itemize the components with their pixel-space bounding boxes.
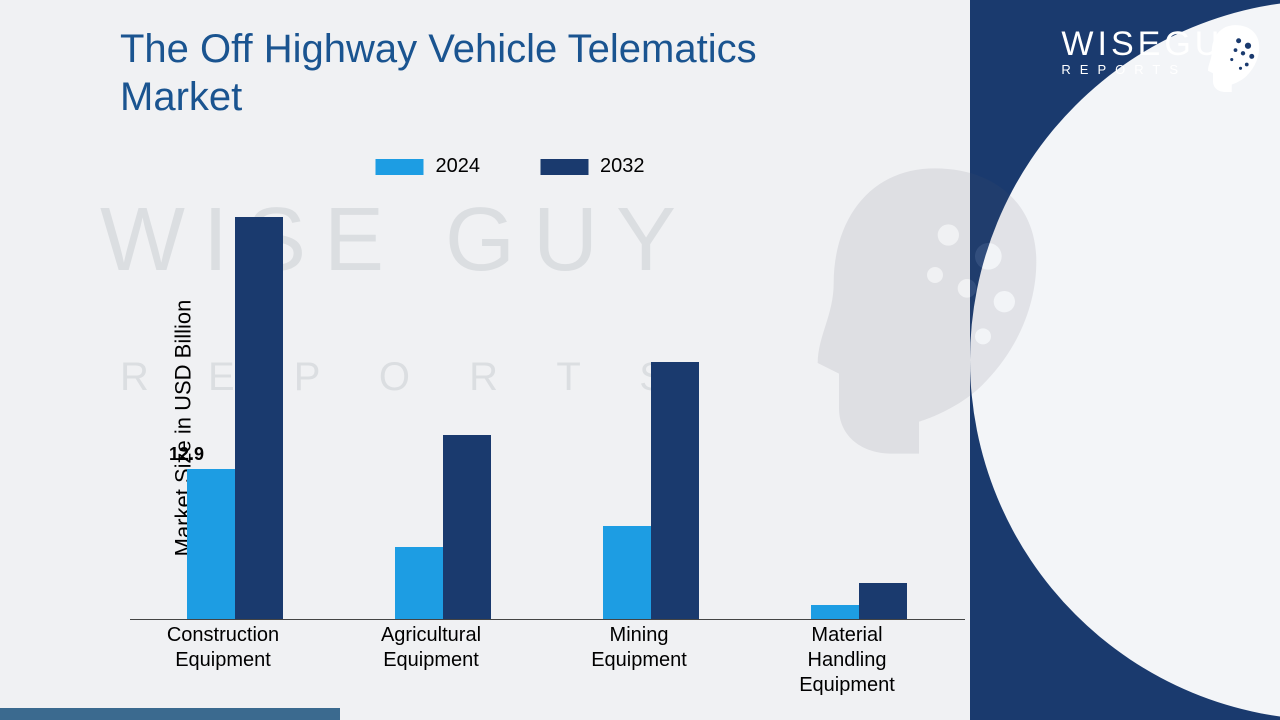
bar-2024 <box>395 547 443 619</box>
legend-swatch-2024 <box>376 159 424 175</box>
bar-2024 <box>811 605 859 619</box>
chart-plot-area: 12.9 <box>130 200 965 620</box>
page-title: The Off Highway Vehicle Telematics Marke… <box>120 25 880 121</box>
bar-2024 <box>603 526 651 619</box>
chart-container: Market Size in USD Billion 2024 2032 12.… <box>55 155 965 700</box>
x-axis-label: AgriculturalEquipment <box>341 623 521 673</box>
x-axis-label: MaterialHandlingEquipment <box>757 623 937 698</box>
legend-label-2024: 2024 <box>436 155 481 178</box>
bar-group: 12.9 <box>175 217 295 620</box>
bottom-accent-bar <box>0 708 340 720</box>
bar-2032 <box>651 362 699 619</box>
x-axis-label: MiningEquipment <box>549 623 729 673</box>
bar-group <box>799 583 919 619</box>
bar-2024 <box>187 469 235 620</box>
legend-item-2032: 2032 <box>540 155 645 178</box>
bar-2032 <box>235 217 283 620</box>
bar-group <box>591 362 711 619</box>
x-axis-label: ConstructionEquipment <box>133 623 313 673</box>
logo-head-icon <box>1203 22 1268 97</box>
chart-legend: 2024 2032 <box>376 155 645 178</box>
bar-2032 <box>443 435 491 619</box>
bar-group <box>383 435 503 619</box>
legend-label-2032: 2032 <box>600 155 645 178</box>
legend-swatch-2032 <box>540 159 588 175</box>
bar-value-label: 12.9 <box>169 444 204 465</box>
bar-2032 <box>859 583 907 619</box>
legend-item-2024: 2024 <box>376 155 481 178</box>
